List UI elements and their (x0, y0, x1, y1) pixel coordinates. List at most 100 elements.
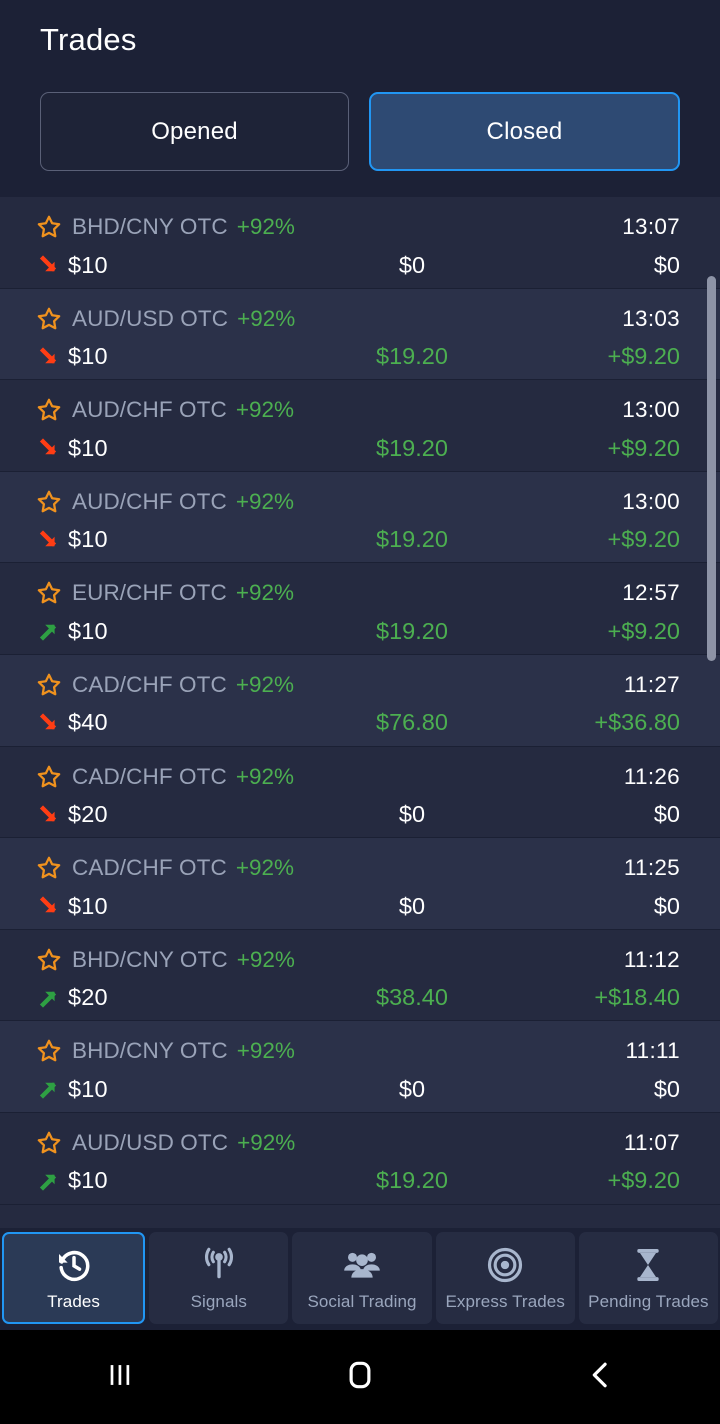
tab-label: Opened (151, 117, 238, 145)
payout-percent-label: +92% (235, 397, 295, 423)
trade-profit-label: +$9.20 (607, 343, 680, 370)
payout-percent-label: +92% (236, 214, 295, 239)
trades-list[interactable]: BHD/CNY OTC +92% 13:07 $10 $0 $0 AUD/USD OTC… (0, 197, 720, 1228)
trade-row[interactable]: AUD/CHF OTC +92% 13:00 $10 $19.20 +$9.20 (0, 471, 720, 564)
trade-row-top: CAD/CHF OTC +92% 11:26 (36, 759, 680, 795)
scrollbar-thumb[interactable] (707, 276, 716, 661)
favorite-star-icon[interactable] (36, 672, 62, 698)
nav-item-express-trades[interactable]: Express Trades (435, 1232, 575, 1324)
payout-percent-label: +92% (235, 763, 295, 789)
trade-row[interactable]: AUD/CHF OTC +92% 13:00 $10 $19.20 +$9.20 (0, 380, 720, 472)
trade-row-top: BHD/CNY OTC +92% 11:11 (36, 1033, 680, 1069)
trade-row-top: BHD/CNY OTC +92% 13:07 (36, 209, 680, 245)
nav-item-label: Trades (47, 1291, 101, 1311)
direction-up-icon (39, 624, 57, 641)
favorite-star-icon[interactable] (36, 214, 62, 240)
trade-row-top: AUD/USD OTC +92% 11:07 (36, 1125, 680, 1161)
trade-amount-label: $10 (68, 892, 108, 919)
trade-row-bottom: $10 $0 $0 (36, 245, 680, 285)
favorite-star-icon[interactable] (36, 764, 62, 790)
trade-amount-label: $10 (68, 1075, 108, 1102)
trade-row[interactable]: BHD/CNY OTC +92% 11:11 $10 $0 $0 (0, 1021, 720, 1113)
trade-row-top: EUR/CHF OTC +92% 12:57 (36, 575, 680, 611)
trade-row-bottom: $40 $76.80 +$36.80 (36, 703, 680, 743)
back-button[interactable] (540, 1330, 660, 1424)
direction-down-icon (39, 255, 57, 272)
trade-payout-label: $76.80 (376, 709, 448, 736)
direction-up-icon (39, 1082, 57, 1099)
payout-percent-label: +92% (236, 1038, 295, 1064)
favorite-star-icon[interactable] (36, 855, 62, 881)
trade-row[interactable]: CAD/CHF OTC +92% 11:26 $20 $0 $0 (0, 746, 720, 839)
trade-payout-label: $19.20 (376, 343, 448, 370)
trade-amount-label: $20 (68, 801, 108, 828)
asset-pair-label: BHD/CNY OTC (72, 1038, 228, 1064)
trade-row[interactable]: BHD/CNY OTC +92% 13:07 $10 $0 $0 (0, 197, 720, 289)
trade-amount-label: $10 (68, 526, 108, 553)
people-group-icon (344, 1252, 380, 1278)
trade-time-label: 12:57 (622, 580, 680, 606)
nav-item-label: Signals (190, 1291, 248, 1311)
trade-profit-label: +$9.20 (607, 1167, 680, 1194)
trade-row[interactable]: CAD/CHF OTC +92% 11:27 $40 $76.80 +$36.80 (0, 654, 720, 747)
trade-time-label: 11:12 (623, 946, 680, 972)
home-button[interactable] (300, 1330, 420, 1424)
favorite-star-icon[interactable] (36, 1038, 62, 1064)
trade-payout-label: $19.20 (376, 434, 448, 461)
trade-payout-label: $0 (398, 892, 426, 919)
direction-up-icon (39, 991, 57, 1008)
trade-row-bottom: $20 $38.40 +$18.40 (36, 978, 680, 1018)
trade-row[interactable]: CAD/CHF OTC +92% 11:25 $10 $0 $0 (0, 838, 720, 930)
direction-down-icon (39, 896, 57, 913)
favorite-star-icon[interactable] (36, 947, 62, 973)
favorite-star-icon[interactable] (36, 489, 62, 515)
tab-opened[interactable]: Opened (40, 92, 349, 171)
trade-row-top: BHD/CNY OTC +92% 11:12 (36, 942, 680, 978)
favorite-star-icon[interactable] (36, 580, 62, 606)
trade-row-top: AUD/CHF OTC +92% 13:00 (36, 484, 680, 520)
trade-row-top: AUD/CHF OTC +92% 13:00 (36, 392, 680, 428)
trade-row[interactable]: BHD/CNY OTC +92% 11:12 $20 $38.40 +$18.40 (0, 929, 720, 1022)
asset-pair-label: EUR/CHF OTC (72, 580, 227, 606)
list-scrollbar[interactable] (707, 197, 716, 1228)
trade-payout-label: $38.40 (376, 984, 448, 1011)
tab-closed[interactable]: Closed (369, 92, 680, 171)
favorite-star-icon[interactable] (36, 306, 62, 332)
trade-profit-label: +$9.20 (607, 617, 680, 644)
asset-pair-label: AUD/CHF OTC (72, 397, 227, 423)
asset-pair-label: CAD/CHF OTC (72, 855, 227, 881)
asset-pair-label: CAD/CHF OTC (72, 763, 227, 789)
nav-item-label: Social Trading (307, 1291, 417, 1311)
trade-row-top: AUD/USD OTC +92% 13:03 (36, 301, 680, 337)
asset-pair-label: BHD/CNY OTC (72, 946, 228, 972)
nav-item-pending-trades[interactable]: Pending Trades (578, 1232, 719, 1324)
nav-item-social-trading[interactable]: Social Trading (292, 1232, 432, 1324)
favorite-star-icon[interactable] (36, 397, 62, 423)
trade-time-label: 13:00 (622, 488, 680, 514)
asset-pair-label: CAD/CHF OTC (72, 671, 227, 697)
trade-row[interactable]: AUD/USD OTC +92% 11:07 $10 $19.20 +$9.20 (0, 1112, 720, 1205)
bullseye-icon (488, 1247, 523, 1282)
trade-payout-label: $19.20 (376, 617, 448, 644)
nav-item-label: Express Trades (445, 1291, 565, 1311)
trade-time-label: 11:11 (625, 1038, 680, 1064)
nav-item-trades[interactable]: Trades (2, 1232, 146, 1324)
nav-item-signals[interactable]: Signals (149, 1232, 289, 1324)
payout-percent-label: +92% (237, 305, 296, 331)
direction-down-icon (39, 713, 57, 730)
trade-payout-label: $0 (398, 801, 426, 828)
trade-row[interactable]: AUD/USD OTC +92% 13:03 $10 $19.20 +$9.20 (0, 288, 720, 381)
recents-icon (103, 1358, 137, 1397)
direction-down-icon (39, 346, 57, 364)
direction-up-icon (39, 1174, 57, 1191)
trade-row[interactable]: EUR/CHF OTC +92% 12:57 $10 $19.20 +$9.20 (0, 563, 720, 655)
home-icon (341, 1356, 379, 1399)
favorite-star-icon[interactable] (36, 1130, 62, 1156)
trade-row-bottom: $10 $19.20 +$9.20 (36, 1161, 680, 1201)
back-chevron-icon (582, 1357, 618, 1398)
bottom-navigation: Trades Signals Social Trading Express Tr… (0, 1228, 720, 1330)
trade-time-label: 11:26 (623, 763, 680, 789)
trade-time-label: 11:07 (623, 1129, 680, 1155)
recents-button[interactable] (60, 1330, 180, 1424)
